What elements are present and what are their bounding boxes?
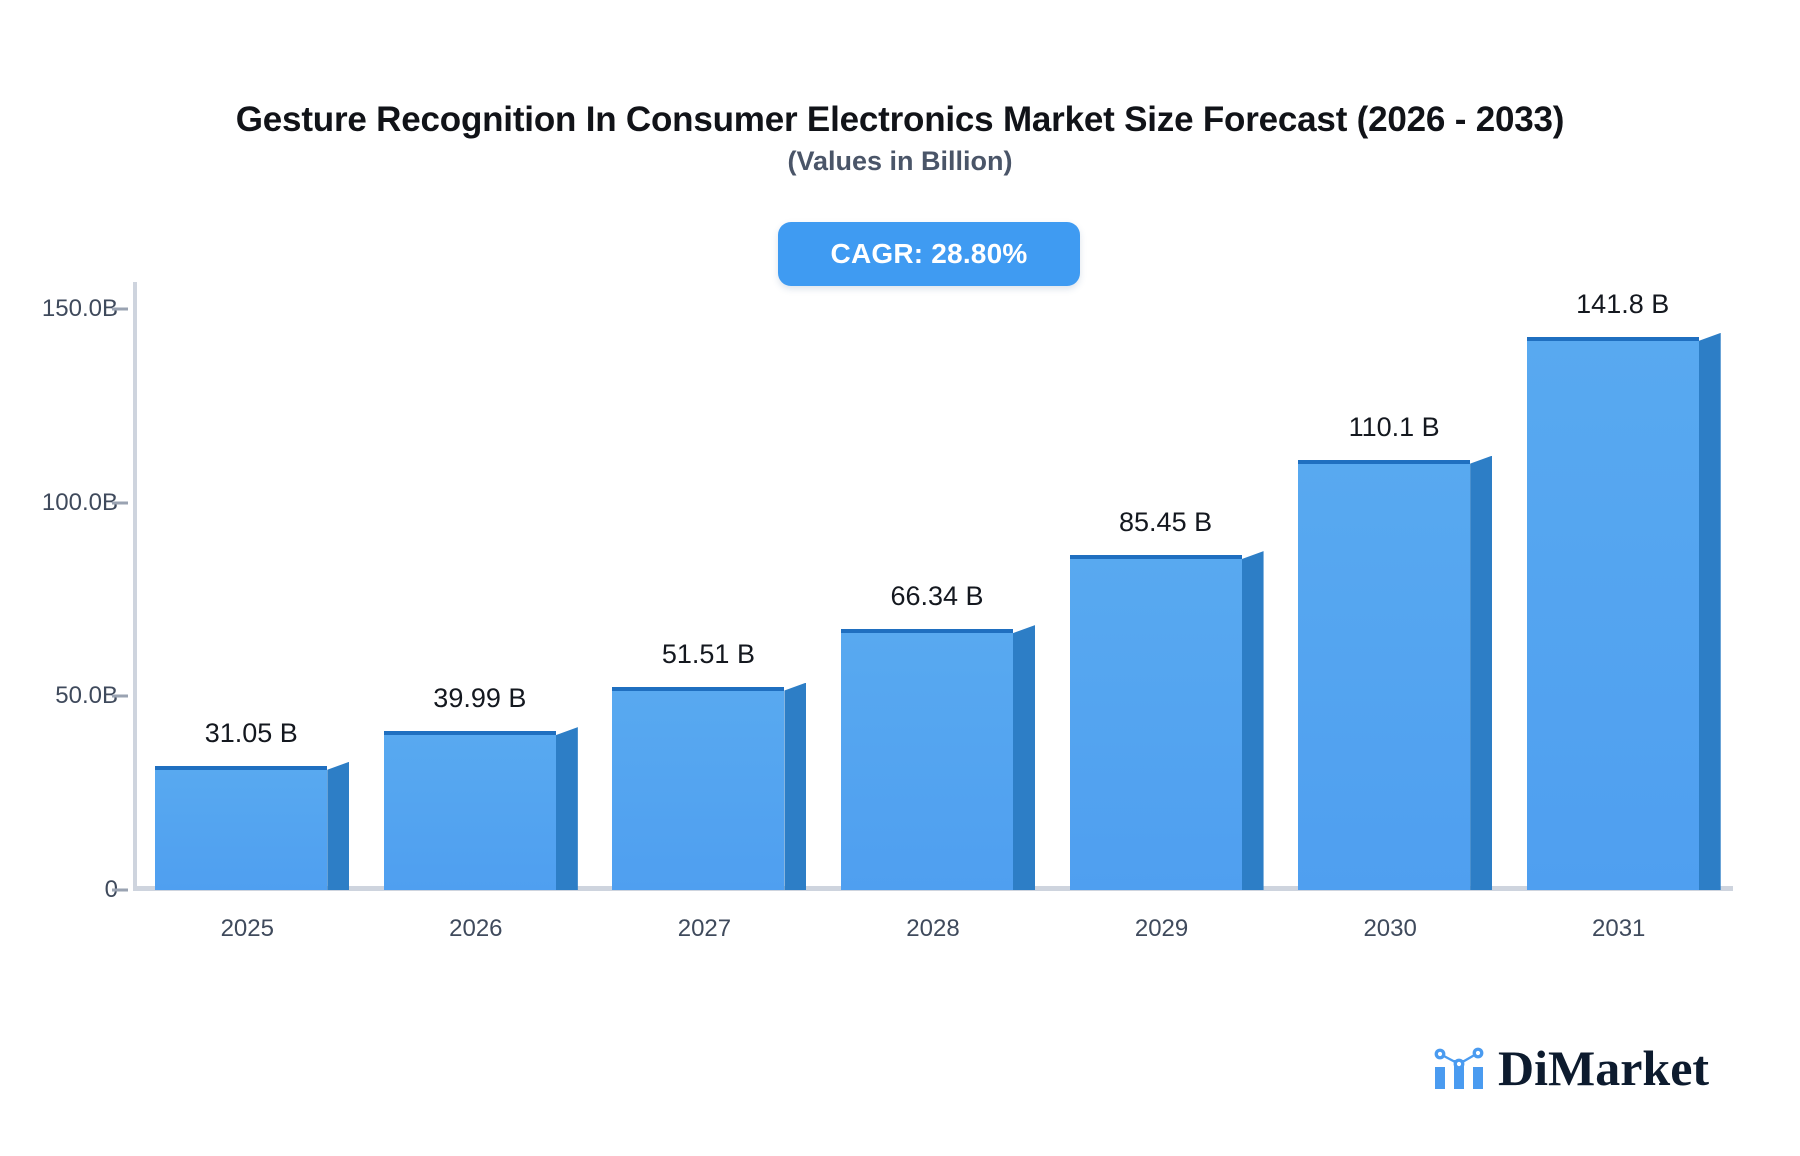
y-axis-tick-label: 0 <box>8 876 118 904</box>
bar-value-label: 39.99 B <box>433 683 527 714</box>
bar-2030[interactable] <box>1298 455 1493 890</box>
y-axis-tick-mark <box>112 694 128 698</box>
bar-value-label: 51.51 B <box>661 638 755 669</box>
bar-side-face <box>1013 625 1035 890</box>
y-axis-tick-label: 50.0B <box>55 682 118 710</box>
bar-side-face <box>1698 332 1721 890</box>
y-axis-line <box>133 282 137 890</box>
y-axis-tick-label: 100.0B <box>41 488 118 516</box>
y-axis-tick-mark <box>112 307 128 311</box>
y-axis-tick-mark <box>112 501 128 505</box>
bar-front-face <box>1298 459 1471 890</box>
bar-value-label: 31.05 B <box>204 717 298 748</box>
y-axis-tick-mark <box>112 888 128 892</box>
chart-subtitle: (Values in Billion) <box>787 146 1013 176</box>
bar-2027[interactable] <box>612 682 807 890</box>
brand-logo: DiMarket <box>1432 1043 1709 1093</box>
bar-front-face <box>1069 555 1242 890</box>
bar-2028[interactable] <box>841 625 1035 890</box>
bar-value-label: 110.1 B <box>1348 411 1440 442</box>
bar-front-face <box>841 629 1013 890</box>
bar-value-label: 66.34 B <box>890 581 984 612</box>
bar-value-label: 141.8 B <box>1576 288 1670 319</box>
bar-2029[interactable] <box>1069 551 1264 890</box>
bar-value-label: 85.45 B <box>1119 507 1213 538</box>
chart-title: Gesture Recognition In Consumer Electron… <box>235 100 1565 139</box>
x-axis-tick-label: 2031 <box>1592 915 1646 942</box>
bar-side-face <box>1241 551 1264 890</box>
cagr-badge-label: CAGR: 28.80% <box>830 238 1028 269</box>
x-axis-tick-label: 2028 <box>906 915 960 942</box>
logo-wordmark: DiMarket <box>1498 1040 1710 1096</box>
x-axis-tick-label: 2030 <box>1363 915 1417 942</box>
x-axis-tick-label: 2026 <box>449 915 503 942</box>
bar-chart-icon <box>1434 1047 1484 1089</box>
bar-front-face <box>1526 336 1699 890</box>
bar-side-face <box>1470 455 1493 890</box>
bar-side-face <box>784 682 807 890</box>
bar-2031[interactable] <box>1526 332 1721 890</box>
x-axis-tick-label: 2029 <box>1134 915 1189 942</box>
bar-front-face <box>612 686 785 890</box>
bar-side-face <box>327 761 350 890</box>
bar-front-face <box>383 731 556 890</box>
y-axis-tick-label: 150.0B <box>41 295 118 323</box>
bar-front-face <box>155 765 328 890</box>
bar-2026[interactable] <box>383 727 578 890</box>
x-axis-tick-label: 2025 <box>220 915 274 942</box>
bar-2025[interactable] <box>155 761 350 890</box>
x-axis-tick-label: 2027 <box>677 915 732 942</box>
bar-side-face <box>555 727 578 890</box>
cagr-badge: CAGR: 28.80% <box>778 222 1080 286</box>
